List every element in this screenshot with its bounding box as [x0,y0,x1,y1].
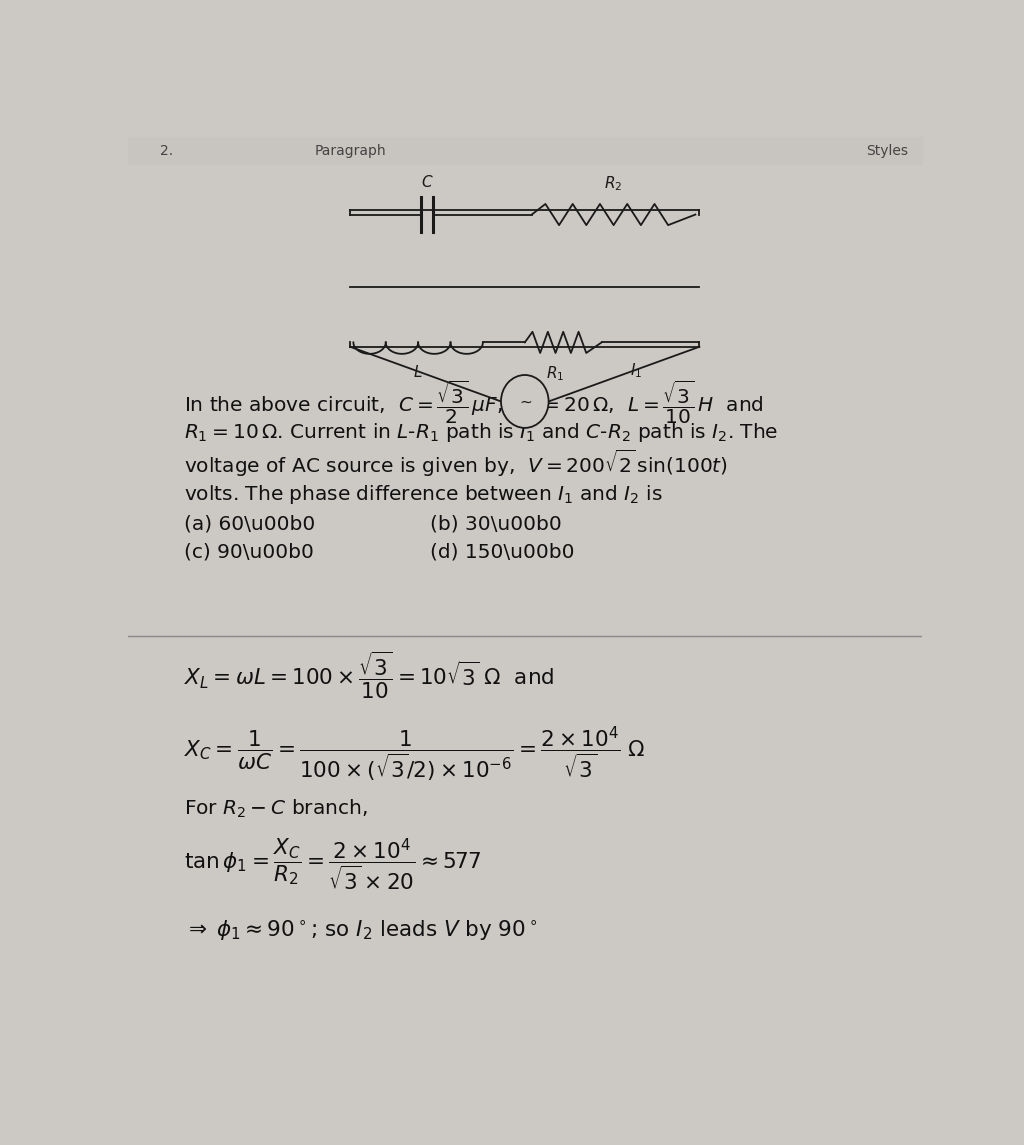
Text: 2.: 2. [160,143,173,158]
Text: $L$: $L$ [414,364,423,380]
Text: $\sim$: $\sim$ [517,394,532,409]
Circle shape [501,376,549,428]
Text: (c) 90\u00b0: (c) 90\u00b0 [183,543,313,561]
Text: volts. The phase difference between $I_1$ and $I_2$ is: volts. The phase difference between $I_1… [183,483,663,506]
Text: Styles: Styles [866,143,908,158]
Text: $R_1$: $R_1$ [546,364,564,384]
Text: For $R_2 - C$ branch,: For $R_2 - C$ branch, [183,798,368,820]
Text: (b) 30\u00b0: (b) 30\u00b0 [430,514,561,534]
Text: Paragraph: Paragraph [314,143,386,158]
Text: $I_1$: $I_1$ [631,362,643,380]
Bar [128,137,922,164]
Text: $C$: $C$ [421,174,433,190]
Text: voltage of AC source is given by,  $V = 200\sqrt{2}\,\sin(100t)$: voltage of AC source is given by, $V = 2… [183,448,727,480]
Text: $R_2$: $R_2$ [604,174,623,192]
Text: (a) 60\u00b0: (a) 60\u00b0 [183,514,314,534]
Text: $\Rightarrow\;\phi_1 \approx 90^\circ$; so $I_2$ leads $V$ by $90^\circ$: $\Rightarrow\;\phi_1 \approx 90^\circ$; … [183,918,537,943]
Text: $X_L = \omega L = 100 \times \dfrac{\sqrt{3}}{10} = 10\sqrt{3}\;\Omega$  and: $X_L = \omega L = 100 \times \dfrac{\sqr… [183,649,554,701]
Text: $\tan\phi_1 = \dfrac{X_C}{R_2} = \dfrac{2\times10^4}{\sqrt{3}\times 20} \approx : $\tan\phi_1 = \dfrac{X_C}{R_2} = \dfrac{… [183,837,481,893]
Text: $R_1 = 10\,\Omega$. Current in $L$-$R_1$ path is $I_1$ and $C$-$R_2$ path is $I_: $R_1 = 10\,\Omega$. Current in $L$-$R_1$… [183,421,778,444]
Text: In the above circuit,  $C = \dfrac{\sqrt{3}}{2}\,\mu F$,  $R_2 = 20\,\Omega$,  $: In the above circuit, $C = \dfrac{\sqrt{… [183,378,763,426]
Text: (d) 150\u00b0: (d) 150\u00b0 [430,543,574,561]
Text: $X_C = \dfrac{1}{\omega C} = \dfrac{1}{100\times(\sqrt{3}/2)\times10^{-6}} = \df: $X_C = \dfrac{1}{\omega C} = \dfrac{1}{1… [183,725,644,784]
